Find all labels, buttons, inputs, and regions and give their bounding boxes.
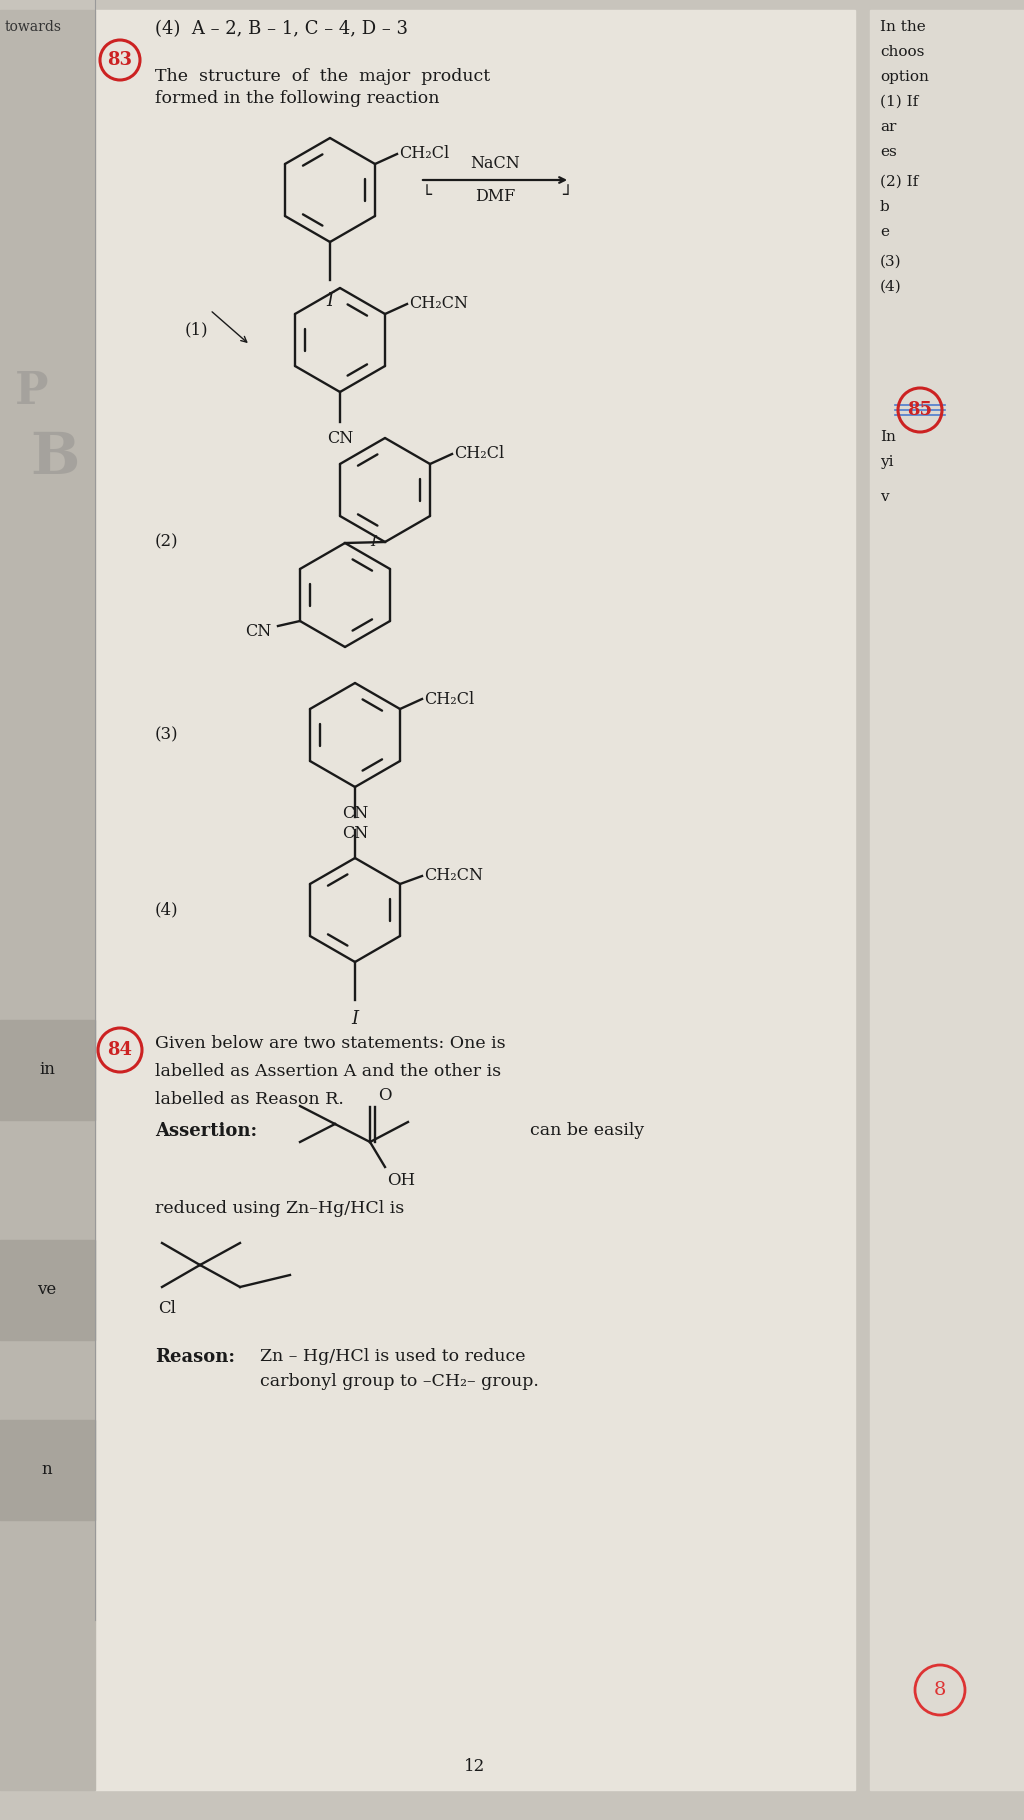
Text: (4): (4)	[155, 901, 178, 919]
Text: option: option	[880, 69, 929, 84]
Text: CH₂CN: CH₂CN	[424, 868, 483, 885]
Text: CN: CN	[245, 622, 271, 639]
Text: 85: 85	[907, 400, 933, 419]
Text: ve: ve	[37, 1281, 56, 1298]
Bar	[870, 9, 1024, 1791]
Text: NaCN: NaCN	[470, 155, 520, 173]
Text: labelled as Assertion A and the other is: labelled as Assertion A and the other is	[155, 1063, 501, 1079]
Text: (3): (3)	[880, 255, 901, 269]
Text: 12: 12	[464, 1758, 485, 1774]
Bar	[0, 1019, 95, 1119]
Text: (4)  A – 2, B – 1, C – 4, D – 3: (4) A – 2, B – 1, C – 4, D – 3	[155, 20, 408, 38]
Bar	[0, 1420, 95, 1520]
Bar	[0, 1239, 95, 1340]
Text: ar: ar	[880, 120, 896, 135]
Text: (2): (2)	[155, 533, 178, 550]
Text: Cl: Cl	[158, 1299, 176, 1318]
Text: es: es	[880, 146, 897, 158]
Text: DMF: DMF	[475, 187, 515, 206]
Text: choos: choos	[880, 46, 925, 58]
Text: CH₂Cl: CH₂Cl	[399, 146, 450, 162]
Bar	[95, 9, 855, 1791]
Text: (2) If: (2) If	[880, 175, 919, 189]
Text: ┘: ┘	[562, 186, 572, 204]
Text: P: P	[15, 369, 48, 413]
Bar	[0, 9, 95, 1791]
Text: I: I	[351, 1010, 358, 1028]
Text: (1): (1)	[185, 322, 209, 339]
Text: v: v	[880, 490, 889, 504]
Text: The  structure  of  the  major  product: The structure of the major product	[155, 67, 490, 86]
Text: e: e	[880, 226, 889, 238]
Text: In: In	[880, 430, 896, 444]
Text: CN: CN	[327, 430, 353, 448]
Text: └: └	[422, 186, 432, 204]
Text: yi: yi	[880, 455, 894, 470]
Text: CH₂Cl: CH₂Cl	[454, 446, 504, 462]
Text: 8: 8	[934, 1682, 946, 1700]
Text: b: b	[880, 200, 890, 215]
Text: labelled as Reason R.: labelled as Reason R.	[155, 1090, 344, 1108]
Text: reduced using Zn–Hg/HCl is: reduced using Zn–Hg/HCl is	[155, 1199, 404, 1218]
Text: formed in the following reaction: formed in the following reaction	[155, 89, 439, 107]
Text: 83: 83	[108, 51, 132, 69]
Text: OH: OH	[387, 1172, 415, 1188]
Text: Reason:: Reason:	[155, 1349, 234, 1367]
Text: (4): (4)	[880, 280, 902, 295]
Text: (3): (3)	[155, 726, 178, 744]
Text: B: B	[30, 430, 80, 486]
Text: towards: towards	[5, 20, 62, 35]
Text: Assertion:: Assertion:	[155, 1121, 257, 1139]
Text: CH₂CN: CH₂CN	[409, 295, 468, 313]
Text: In the: In the	[880, 20, 926, 35]
Text: n: n	[42, 1461, 52, 1478]
Text: I: I	[327, 291, 334, 309]
Text: I: I	[370, 535, 376, 550]
Text: CH₂Cl: CH₂Cl	[424, 690, 474, 708]
Text: CN: CN	[342, 804, 368, 823]
Text: O: O	[378, 1087, 391, 1105]
Text: in: in	[39, 1061, 55, 1079]
Text: Given below are two statements: One is: Given below are two statements: One is	[155, 1036, 506, 1052]
Text: can be easily: can be easily	[530, 1121, 644, 1139]
Text: (1) If: (1) If	[880, 95, 919, 109]
Text: Zn – Hg/HCl is used to reduce
carbonyl group to –CH₂– group.: Zn – Hg/HCl is used to reduce carbonyl g…	[260, 1349, 539, 1390]
Text: CN: CN	[342, 824, 368, 843]
Text: 84: 84	[108, 1041, 132, 1059]
